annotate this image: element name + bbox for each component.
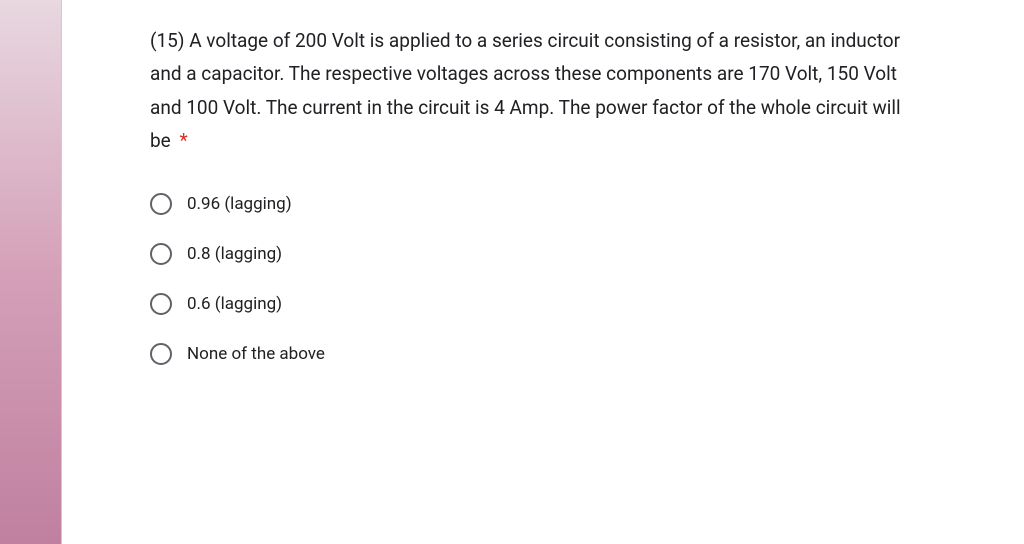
question-body: A voltage of 200 Volt is applied to a se… — [150, 29, 901, 152]
option-1[interactable]: 0.96 (lagging) — [150, 193, 914, 215]
option-label: 0.8 (lagging) — [187, 244, 282, 264]
option-label: None of the above — [187, 344, 325, 364]
option-label: 0.96 (lagging) — [187, 194, 292, 214]
question-text: (15) A voltage of 200 Volt is applied to… — [150, 24, 914, 157]
option-3[interactable]: 0.6 (lagging) — [150, 293, 914, 315]
options-group: 0.96 (lagging) 0.8 (lagging) 0.6 (laggin… — [150, 193, 914, 365]
left-sidebar — [0, 0, 62, 544]
option-4[interactable]: None of the above — [150, 343, 914, 365]
radio-icon — [150, 293, 172, 315]
required-asterisk: * — [175, 129, 187, 152]
question-card: (15) A voltage of 200 Volt is applied to… — [62, 0, 1024, 544]
option-label: 0.6 (lagging) — [187, 294, 282, 314]
option-2[interactable]: 0.8 (lagging) — [150, 243, 914, 265]
radio-icon — [150, 243, 172, 265]
radio-icon — [150, 343, 172, 365]
question-number: (15) — [150, 29, 184, 52]
radio-icon — [150, 193, 172, 215]
